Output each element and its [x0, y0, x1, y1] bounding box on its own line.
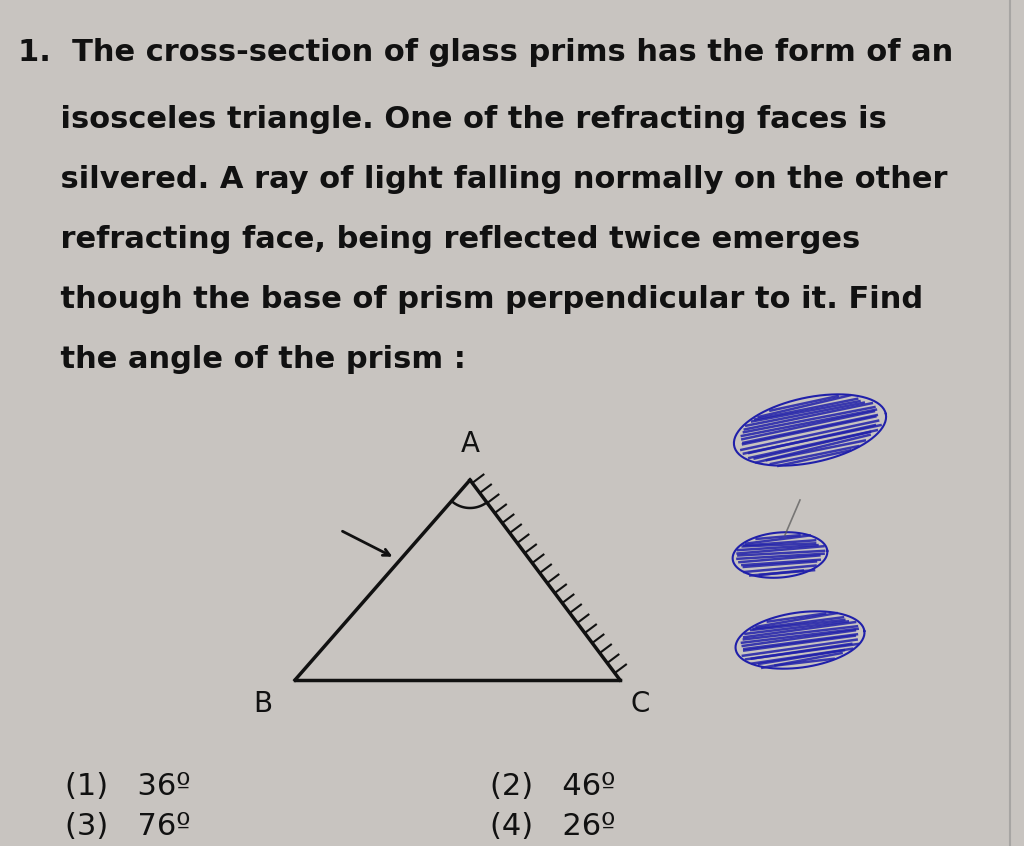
Text: (1)   36º: (1) 36º	[65, 772, 190, 801]
Text: (3)   76º: (3) 76º	[65, 812, 190, 841]
Text: C: C	[630, 690, 649, 718]
Text: the angle of the prism :: the angle of the prism :	[18, 345, 466, 374]
Text: refracting face, being reflected twice emerges: refracting face, being reflected twice e…	[18, 225, 860, 254]
Text: though the base of prism perpendicular to it. Find: though the base of prism perpendicular t…	[18, 285, 923, 314]
Text: 1.  The cross-section of glass prims has the form of an: 1. The cross-section of glass prims has …	[18, 38, 953, 67]
Text: isosceles triangle. One of the refracting faces is: isosceles triangle. One of the refractin…	[18, 105, 887, 134]
Text: B: B	[253, 690, 272, 718]
Text: (2)   46º: (2) 46º	[490, 772, 615, 801]
Text: (4)   26º: (4) 26º	[490, 812, 615, 841]
Text: silvered. A ray of light falling normally on the other: silvered. A ray of light falling normall…	[18, 165, 947, 194]
Text: A: A	[461, 430, 479, 458]
